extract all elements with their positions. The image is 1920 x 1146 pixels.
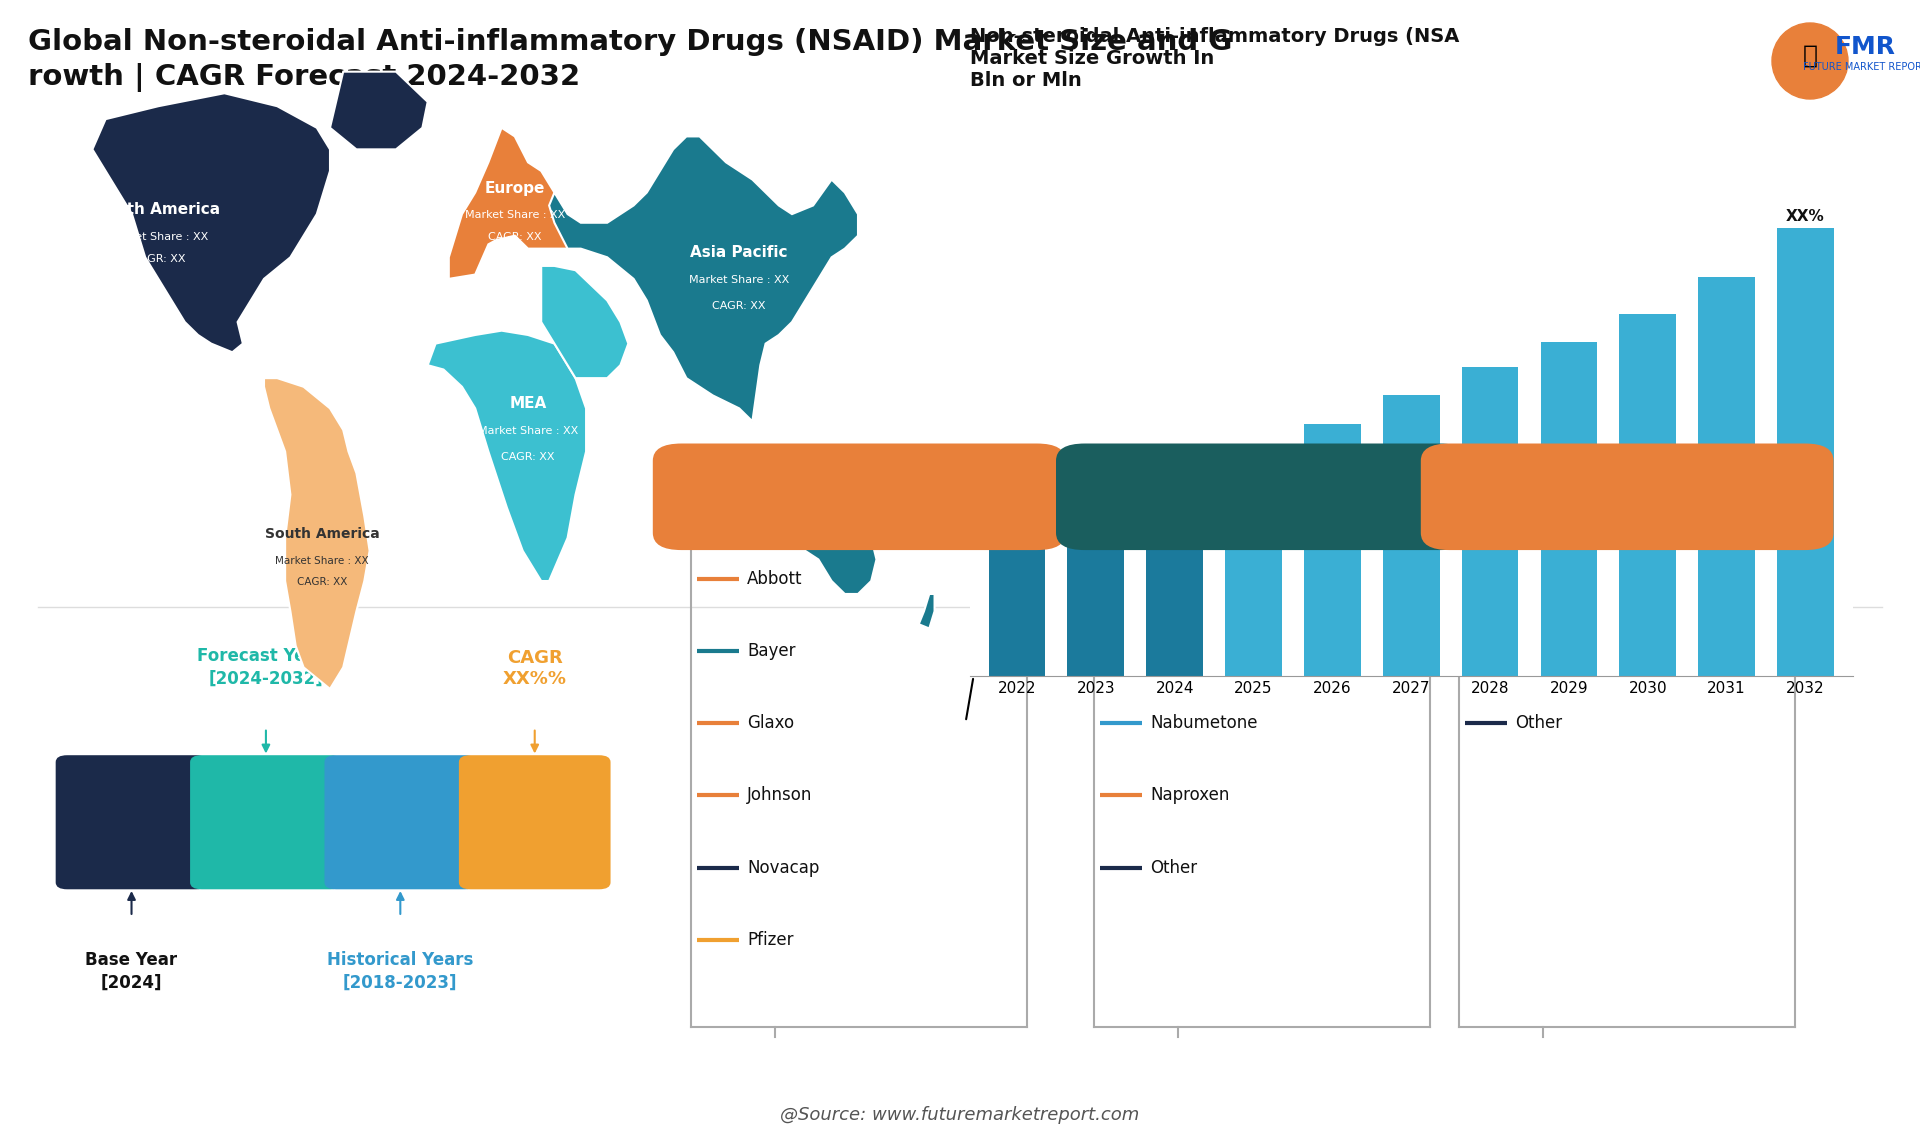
Circle shape: [659, 488, 678, 505]
Text: Market Share : XX: Market Share : XX: [465, 211, 564, 220]
Bar: [1619, 314, 1676, 676]
Text: 👤: 👤: [1803, 44, 1818, 68]
Text: XX%: XX%: [1156, 461, 1194, 476]
Text: Market Share : XX: Market Share : XX: [689, 275, 789, 285]
Text: 4: 4: [524, 808, 545, 837]
Text: Historical Years
[2018-2023]: Historical Years [2018-2023]: [326, 951, 474, 991]
Circle shape: [1772, 23, 1847, 99]
Text: Market Share : XX: Market Share : XX: [275, 556, 369, 566]
Text: Non-steroidal Anti-inflammatory Drugs (NSA
Market Size Growth In
Bln or Mln: Non-steroidal Anti-inflammatory Drugs (N…: [970, 28, 1459, 91]
Text: Asia Pacific: Asia Pacific: [691, 245, 787, 260]
Text: 1: 1: [121, 808, 142, 837]
Polygon shape: [92, 93, 330, 352]
Text: CAGR: XX: CAGR: XX: [501, 453, 555, 462]
Text: XX%: XX%: [1786, 209, 1824, 223]
Text: CAGR: XX: CAGR: XX: [298, 578, 348, 588]
Bar: [1778, 228, 1834, 676]
Text: Global Non-steroidal Anti-inflammatory Drugs (NSAID) Market Size and G
rowth | C: Global Non-steroidal Anti-inflammatory D…: [29, 28, 1233, 92]
Bar: [1461, 367, 1519, 676]
Bar: [1225, 453, 1283, 676]
Text: CAGR
XX%%: CAGR XX%%: [503, 649, 566, 688]
Circle shape: [1062, 488, 1081, 505]
Text: 3: 3: [390, 808, 411, 837]
Text: Market Share : XX: Market Share : XX: [478, 426, 578, 437]
Bar: [1540, 343, 1597, 676]
Bar: [989, 534, 1044, 676]
Text: North America: North America: [96, 202, 221, 217]
Text: Pfizer: Pfizer: [747, 931, 793, 949]
Text: FUTURE MARKET REPORT: FUTURE MARKET REPORT: [1803, 62, 1920, 72]
Polygon shape: [918, 594, 935, 628]
Polygon shape: [265, 378, 369, 689]
Polygon shape: [330, 72, 428, 149]
Polygon shape: [449, 127, 576, 278]
Text: Base Year
[2024]: Base Year [2024]: [86, 951, 177, 991]
Text: MEA: MEA: [509, 397, 547, 411]
Text: Abbott: Abbott: [747, 570, 803, 588]
Text: South America: South America: [265, 527, 380, 541]
Text: @Source: www.futuremarketreport.com: @Source: www.futuremarketreport.com: [780, 1106, 1140, 1124]
Text: Forecast Years
[2024-2032]: Forecast Years [2024-2032]: [198, 647, 334, 688]
Text: Bayer: Bayer: [747, 642, 795, 660]
Bar: [1382, 395, 1440, 676]
Text: Naproxen: Naproxen: [1150, 786, 1231, 804]
Bar: [1304, 424, 1361, 676]
Text: CAGR: XX: CAGR: XX: [712, 301, 766, 311]
Text: Market Share : XX: Market Share : XX: [108, 231, 209, 242]
Bar: [1068, 505, 1125, 676]
Text: Nabumetone: Nabumetone: [1150, 714, 1258, 732]
Text: Other: Other: [1150, 858, 1198, 877]
Text: Novacap: Novacap: [747, 858, 820, 877]
Polygon shape: [780, 481, 876, 594]
Text: CAGR: XX: CAGR: XX: [488, 231, 541, 242]
Text: CAGR: XX: CAGR: XX: [132, 253, 184, 264]
Polygon shape: [428, 331, 586, 581]
Text: Europe: Europe: [484, 181, 545, 196]
Bar: [1146, 481, 1204, 676]
Text: Aspirin: Aspirin: [1150, 570, 1208, 588]
Text: Johnson: Johnson: [747, 786, 812, 804]
Polygon shape: [541, 266, 628, 378]
Text: Glaxo: Glaxo: [747, 714, 795, 732]
Bar: [1699, 277, 1755, 676]
Text: By type: By type: [1223, 488, 1302, 505]
Text: Ibuprofen: Ibuprofen: [1150, 642, 1231, 660]
Circle shape: [1427, 488, 1446, 505]
Text: Market players: Market players: [783, 488, 935, 505]
Text: Other: Other: [1515, 714, 1563, 732]
Polygon shape: [549, 136, 858, 422]
Text: Osteoarthritis: Osteoarthritis: [1515, 642, 1630, 660]
Text: By application: By application: [1555, 488, 1699, 505]
Text: 2: 2: [255, 808, 276, 837]
Text: FMR: FMR: [1834, 36, 1895, 58]
Text: Back: Back: [1515, 570, 1555, 588]
